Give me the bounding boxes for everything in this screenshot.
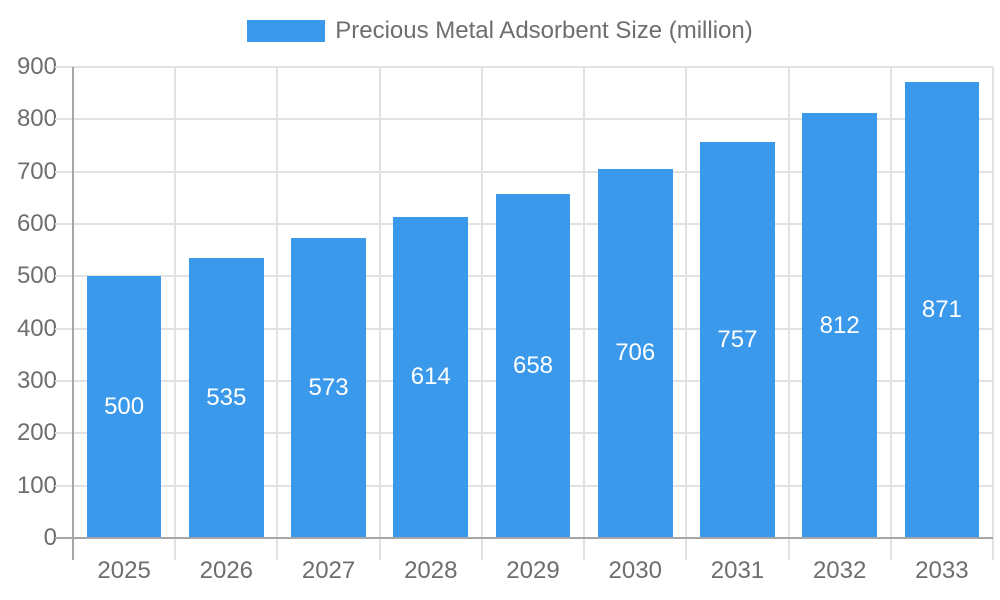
legend-label: Precious Metal Adsorbent Size (million): [335, 17, 753, 44]
x-gridline: [992, 67, 994, 560]
bar-value-label: 573: [308, 374, 349, 402]
x-tick-label: 2032: [812, 557, 867, 584]
bar-value-label: 812: [819, 311, 860, 339]
y-tick-label: 300: [16, 367, 57, 395]
bar-value-label: 706: [615, 339, 656, 367]
x-gridline: [480, 67, 483, 560]
bar-value-label: 500: [104, 393, 145, 421]
y-tick-label: 700: [16, 157, 57, 185]
bar[interactable]: 871: [904, 82, 980, 538]
y-gridline: [55, 170, 993, 173]
bar[interactable]: 706: [597, 168, 673, 538]
plot-area: 500 535 573 614 658 706 757 812 871: [55, 66, 994, 560]
bar[interactable]: 757: [700, 141, 775, 538]
legend-swatch-icon: [247, 20, 326, 42]
bar-value-label: 535: [206, 384, 247, 412]
bar-value-label: 658: [512, 351, 554, 379]
x-tick-label: 2031: [710, 557, 765, 584]
bar[interactable]: 614: [393, 216, 469, 538]
bar[interactable]: 812: [802, 113, 877, 538]
y-tick-label: 100: [16, 471, 57, 499]
bar[interactable]: 500: [86, 276, 162, 538]
x-tick-label: 2027: [301, 557, 356, 584]
x-gridline: [685, 67, 688, 560]
x-gridline: [583, 67, 586, 560]
y-tick-label: 0: [43, 524, 57, 551]
x-gridline: [174, 67, 177, 560]
bar-value-label: 871: [921, 296, 962, 324]
y-axis-labels: 0 100 200 300 400 500 600 700 800 900: [0, 54, 57, 551]
x-gridline: [889, 67, 892, 560]
y-tick-label: 800: [16, 105, 57, 133]
y-tick-label: 900: [16, 53, 57, 80]
y-tick-label: 400: [16, 314, 57, 342]
bar[interactable]: 535: [189, 258, 264, 538]
x-tick-label: 2030: [608, 557, 662, 584]
y-tick-label: 600: [16, 210, 57, 238]
bar[interactable]: 658: [495, 193, 571, 538]
x-tick-label: 2028: [404, 557, 458, 584]
y-gridline: [55, 66, 993, 68]
x-gridline: [276, 67, 279, 560]
y-gridline: [55, 118, 993, 121]
chart-legend[interactable]: Precious Metal Adsorbent Size (million): [0, 16, 1000, 46]
y-axis-line: [72, 67, 74, 560]
x-tick-label: 2025: [97, 557, 151, 584]
bar-value-label: 757: [717, 325, 758, 353]
x-tick-label: 2033: [915, 557, 969, 584]
x-axis-labels: 2025 2026 2027 2028 2029 2030 2031 2032 2033: [73, 556, 993, 586]
x-axis-line: [55, 537, 993, 539]
y-tick-label: 200: [16, 419, 57, 447]
x-tick-label: 2029: [506, 557, 560, 584]
bar[interactable]: 573: [291, 238, 366, 538]
y-tick-label: 500: [16, 262, 57, 290]
x-gridline: [378, 67, 381, 560]
x-tick-label: 2026: [199, 557, 254, 584]
x-gridline: [787, 67, 790, 560]
bar-value-label: 614: [410, 363, 451, 391]
